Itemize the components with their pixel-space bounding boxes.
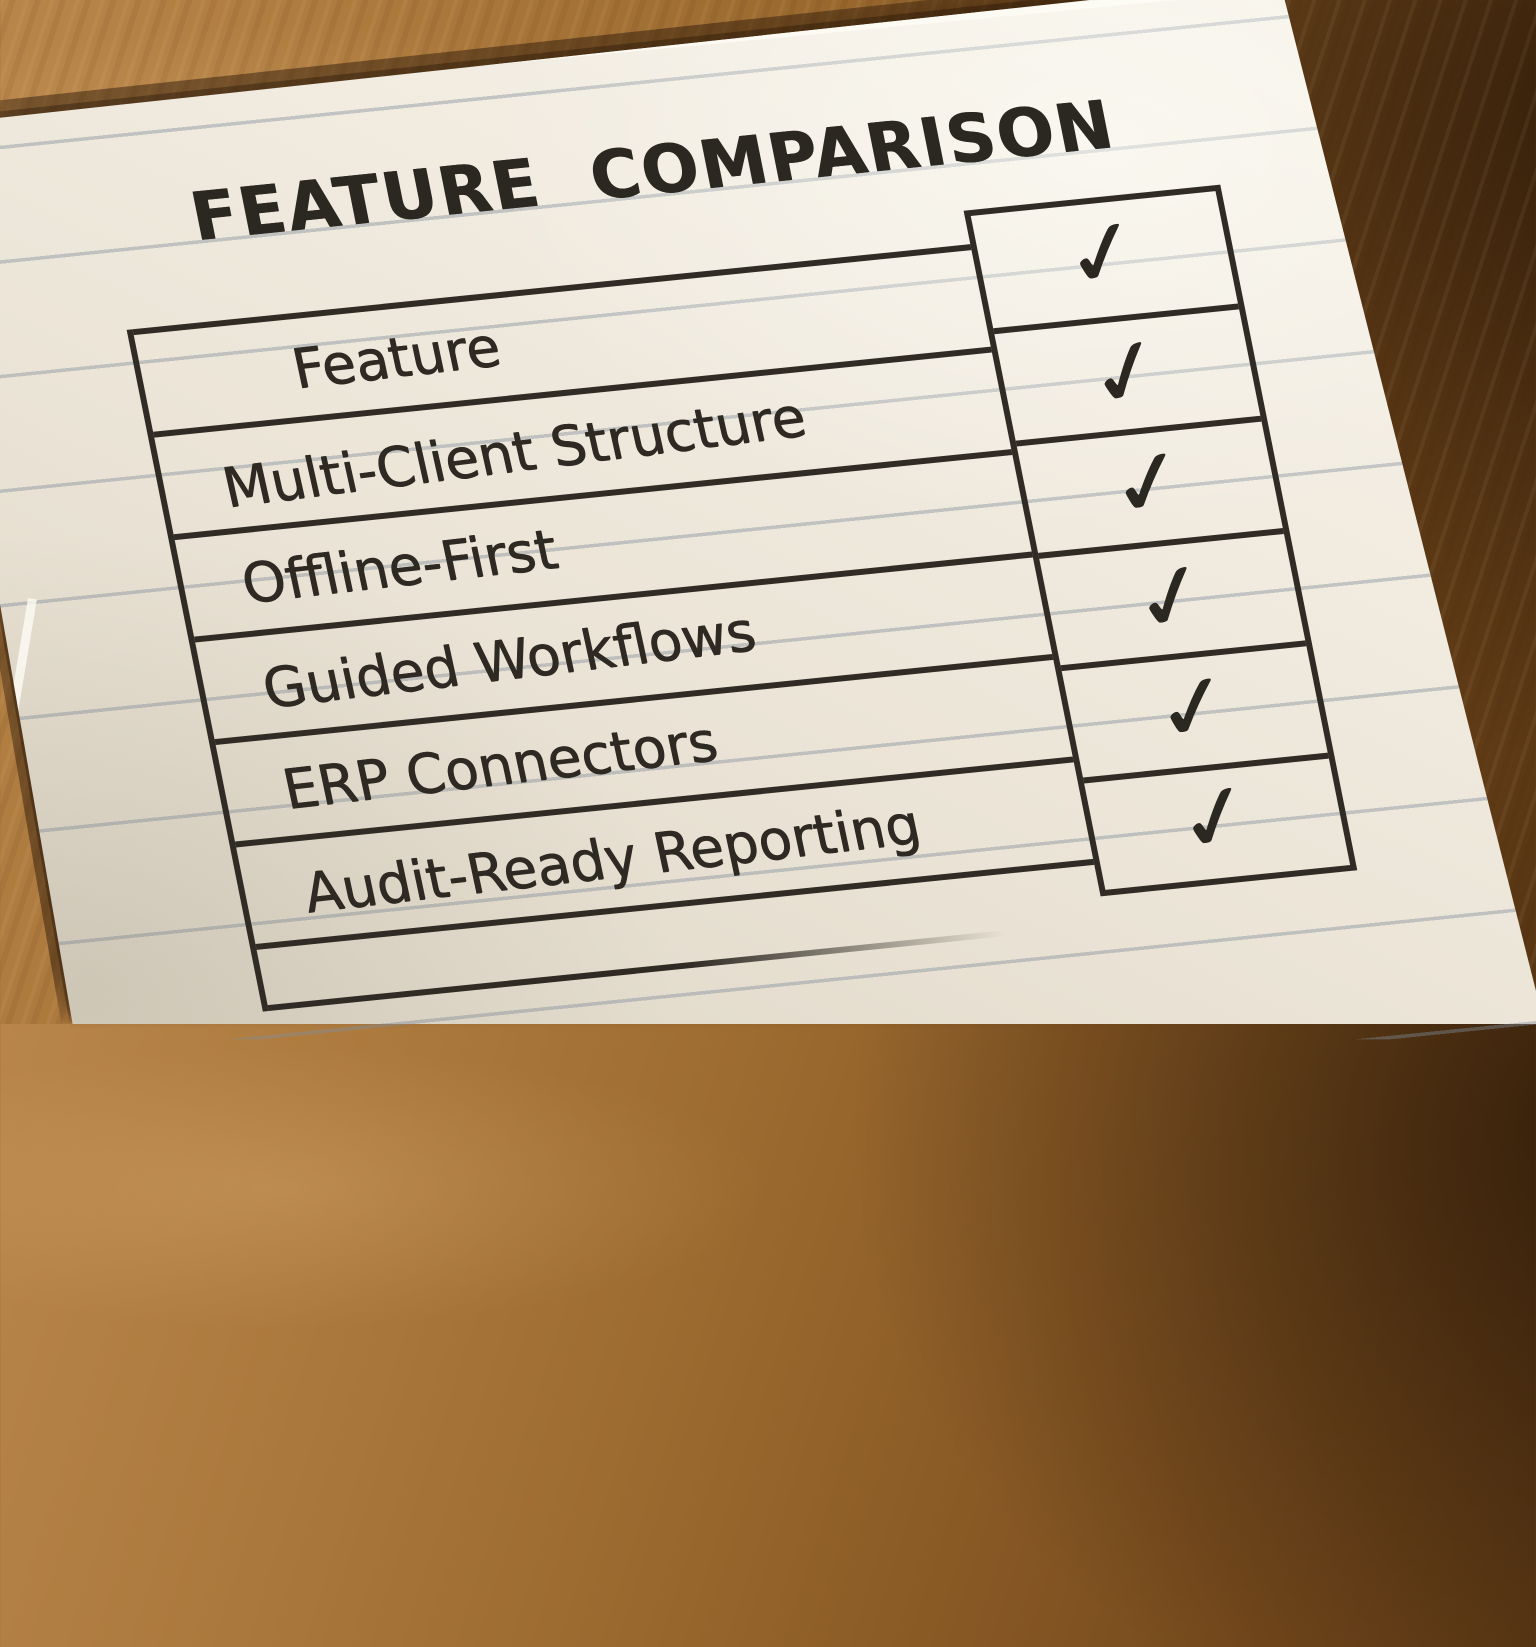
feature-column-header-label: Feature [286, 314, 506, 402]
desk-surface: { "scene": { "description": "Hand-drawn … [0, 0, 1536, 1024]
checkmark-icon: ✓ [1143, 649, 1245, 766]
checkmark-icon: ✓ [1163, 758, 1269, 878]
feature-column: Feature Multi-Client Structure Offline-F… [126, 244, 1107, 1012]
check-cell: ✓ [1082, 752, 1351, 890]
checkmark-icon: ✓ [1118, 537, 1226, 657]
checkmark-icon: ✓ [1051, 194, 1155, 313]
note-content: FEATURE COMPARISON Feature Multi-Client … [0, 0, 1536, 1094]
feature-label: Offline-First [235, 517, 563, 616]
checkmark-icon: ✓ [1072, 312, 1181, 433]
checkmark-icon: ✓ [1097, 424, 1201, 542]
